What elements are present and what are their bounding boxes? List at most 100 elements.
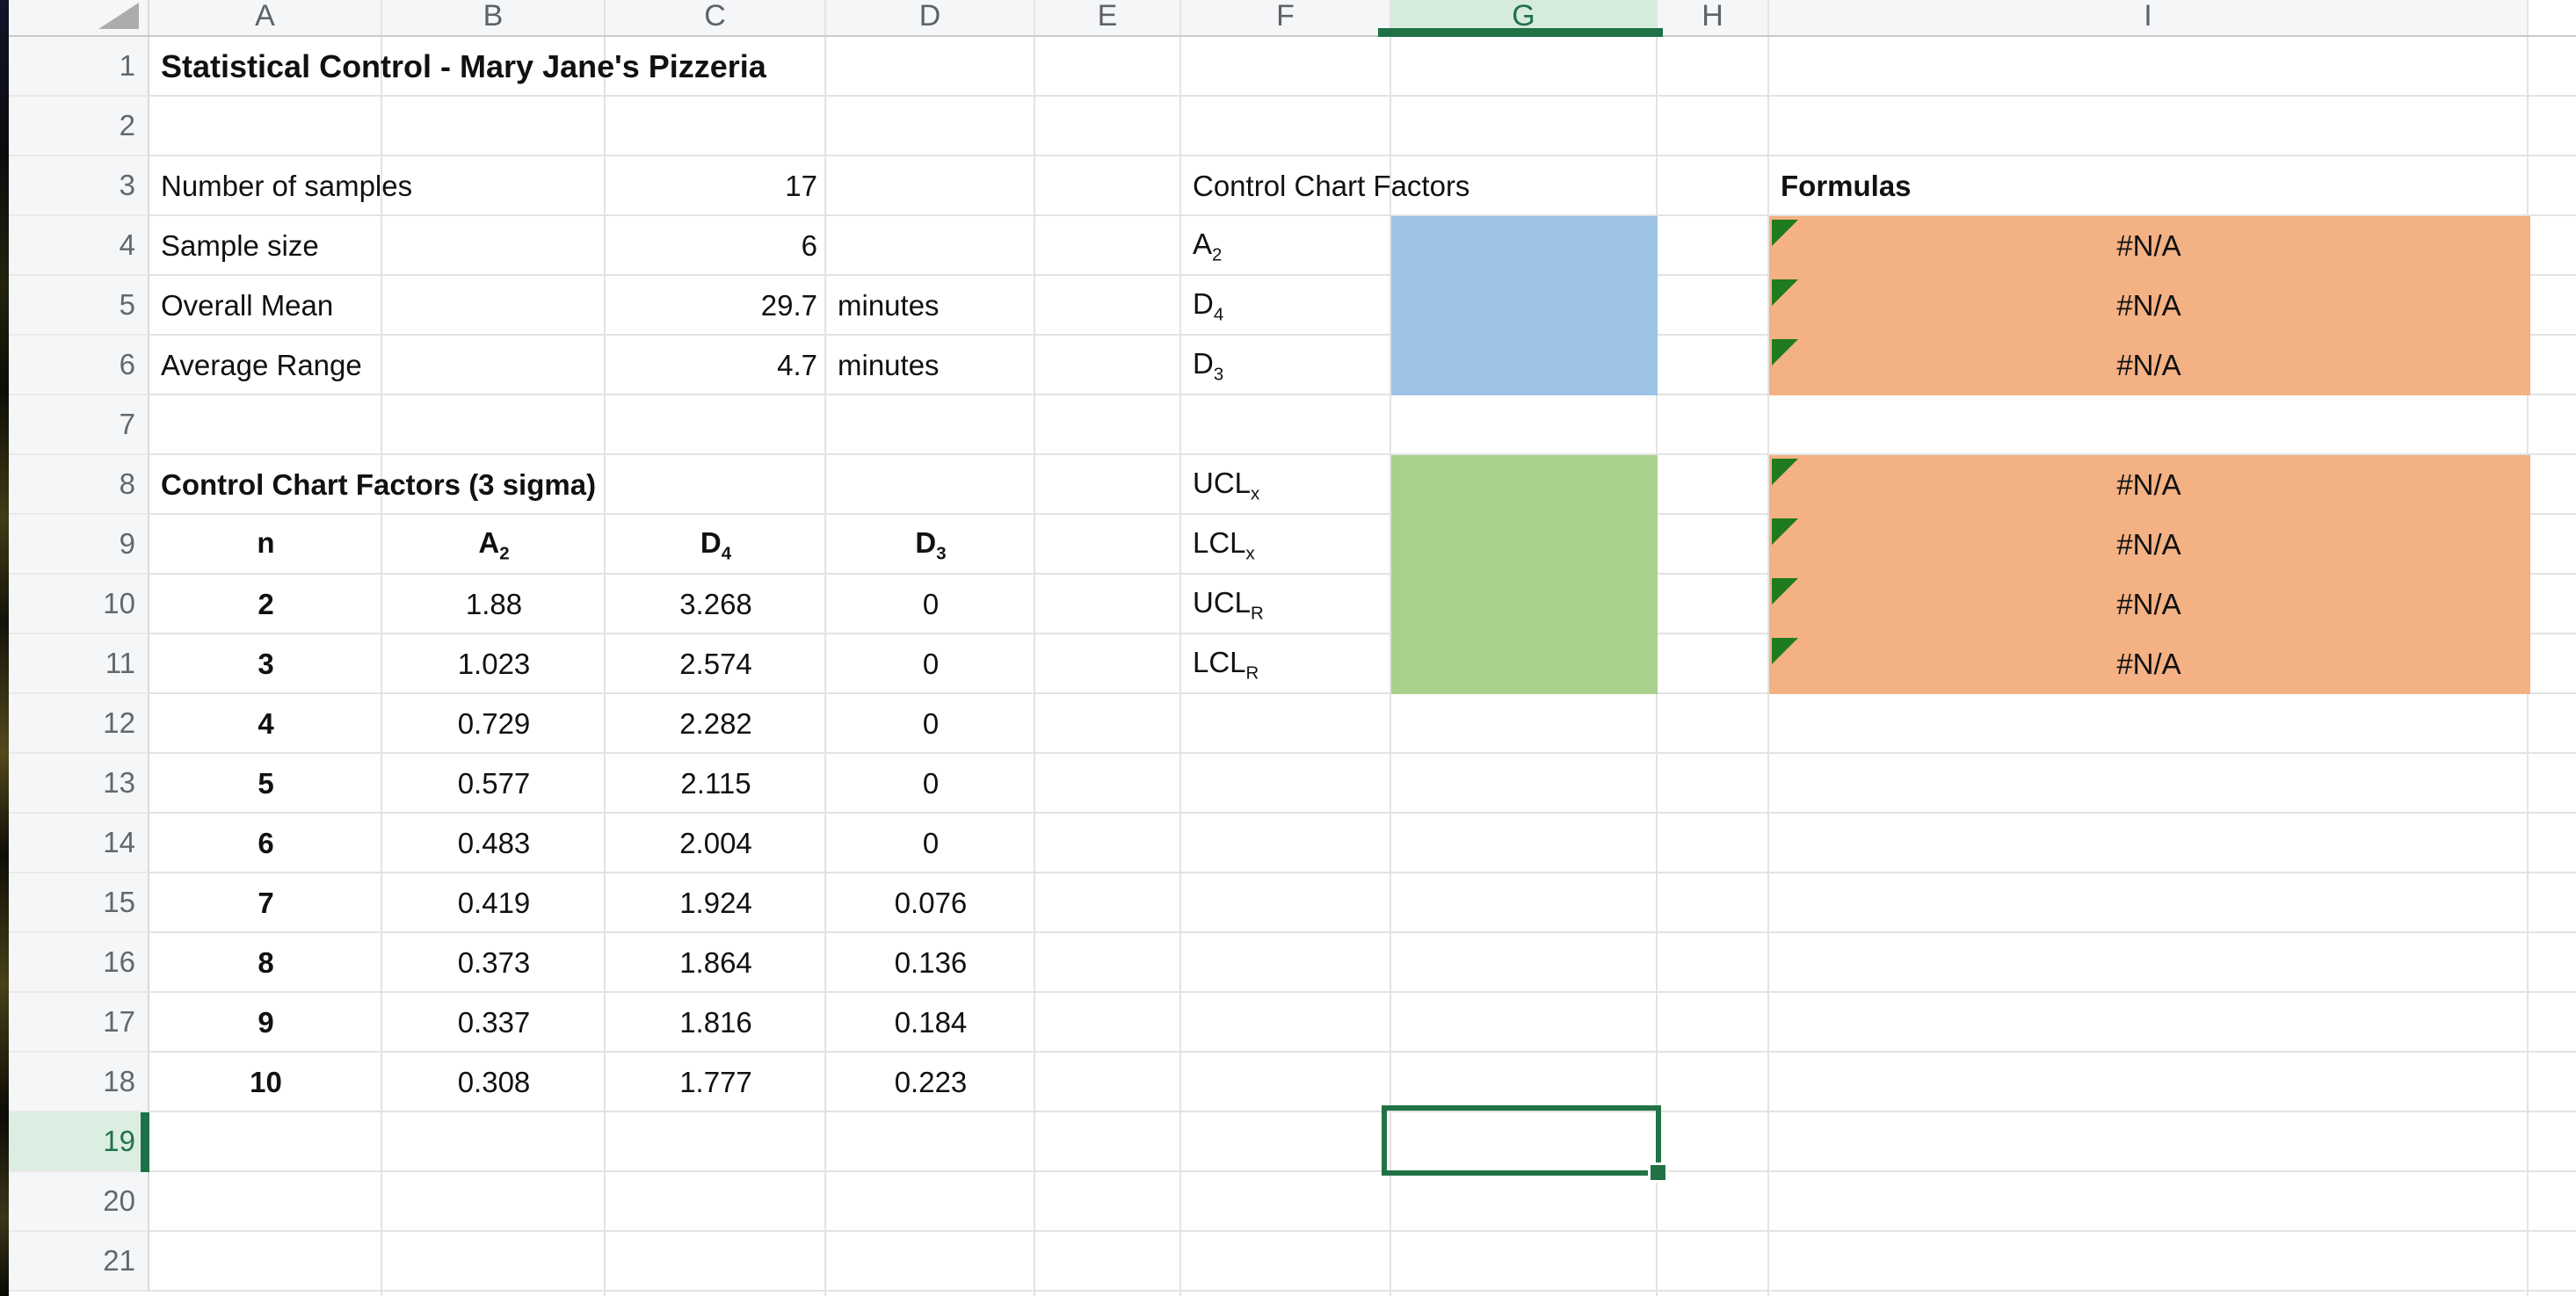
row-header-10[interactable]: 10 xyxy=(9,575,149,634)
row-header-6[interactable]: 6 xyxy=(9,336,149,395)
col-header-i[interactable]: I xyxy=(1769,0,2529,37)
cell-i8-error-value[interactable]: #N/A xyxy=(2116,468,2181,501)
row-header-3[interactable]: 3 xyxy=(9,156,149,216)
cell-i3-formulas-header[interactable]: Formulas xyxy=(1781,170,1912,202)
table-cell[interactable]: 0 xyxy=(922,707,940,740)
table-cell[interactable]: 1.023 xyxy=(457,648,531,680)
cell-a5-label[interactable]: Overall Mean xyxy=(161,289,334,322)
table-cell[interactable]: 0.136 xyxy=(894,946,968,979)
table-cell[interactable]: 9 xyxy=(258,1006,274,1039)
table-cell[interactable]: 0 xyxy=(922,767,940,800)
row-header-19-selected[interactable]: 19 xyxy=(9,1112,149,1172)
cell-d5-unit[interactable]: minutes xyxy=(838,289,940,322)
row-header-17[interactable]: 17 xyxy=(9,993,149,1053)
col-header-c[interactable]: C xyxy=(606,0,826,37)
col-header-f[interactable]: F xyxy=(1181,0,1391,37)
table-cell[interactable]: 1.864 xyxy=(679,946,752,979)
table-header-d3[interactable]: D3 xyxy=(915,525,947,564)
table-cell[interactable]: 2.115 xyxy=(680,767,751,800)
row-header-21[interactable]: 21 xyxy=(9,1232,149,1292)
cell-f10-limit-label[interactable]: UCLR xyxy=(1193,585,1264,624)
table-cell[interactable]: 7 xyxy=(258,887,274,919)
table-cell[interactable]: 0.419 xyxy=(457,887,531,919)
table-cell[interactable]: 0.373 xyxy=(457,946,531,979)
table-cell[interactable]: 3.268 xyxy=(679,588,752,620)
cell-c3-value[interactable]: 17 xyxy=(785,170,817,202)
table-cell[interactable]: 0.337 xyxy=(457,1006,531,1039)
col-header-h[interactable]: H xyxy=(1658,0,1769,37)
table-cell[interactable]: 0.577 xyxy=(457,767,531,800)
row-header-2[interactable]: 2 xyxy=(9,97,149,156)
cell-i9-error-value[interactable]: #N/A xyxy=(2116,528,2181,561)
table-cell[interactable]: 2.574 xyxy=(679,648,752,680)
table-cell[interactable]: 1.88 xyxy=(465,588,523,620)
table-cell[interactable]: 3 xyxy=(258,648,274,680)
cell-i5-error-value[interactable]: #N/A xyxy=(2116,289,2181,322)
range-fill-i4-i6[interactable] xyxy=(1769,216,2530,395)
cell-a6-label[interactable]: Average Range xyxy=(161,349,362,381)
table-cell[interactable]: 0.729 xyxy=(457,707,531,740)
row-header-1[interactable]: 1 xyxy=(9,37,149,97)
row-header-7[interactable]: 7 xyxy=(9,395,149,455)
table-cell[interactable]: 2 xyxy=(258,588,274,620)
table-cell[interactable]: 1.816 xyxy=(679,1006,752,1039)
range-fill-g8-g11[interactable] xyxy=(1391,455,1658,694)
cell-f8-limit-label[interactable]: UCLx xyxy=(1193,466,1260,504)
table-cell[interactable]: 1.777 xyxy=(679,1066,752,1098)
row-header-18[interactable]: 18 xyxy=(9,1053,149,1112)
row-header-12[interactable]: 12 xyxy=(9,694,149,754)
cell-f3-lookup-header[interactable]: Control Chart Factors xyxy=(1193,170,1470,202)
range-fill-i8-i11[interactable] xyxy=(1769,455,2530,694)
cell-i6-error-value[interactable]: #N/A xyxy=(2116,349,2181,381)
table-cell[interactable]: 2.282 xyxy=(679,707,752,740)
row-header-13[interactable]: 13 xyxy=(9,754,149,814)
table-header-d4[interactable]: D4 xyxy=(700,525,732,564)
table-cell[interactable]: 10 xyxy=(250,1066,282,1098)
fill-handle[interactable] xyxy=(1651,1165,1665,1180)
table-header-n[interactable]: n xyxy=(257,525,275,559)
cell-f6-factor-label[interactable]: D3 xyxy=(1193,346,1224,385)
table-cell[interactable]: 0 xyxy=(922,588,940,620)
col-header-b[interactable]: B xyxy=(382,0,606,37)
row-header-14[interactable]: 14 xyxy=(9,814,149,873)
table-header-a2[interactable]: A2 xyxy=(478,525,510,564)
cell-f11-limit-label[interactable]: LCLR xyxy=(1193,645,1259,684)
row-header-16[interactable]: 16 xyxy=(9,933,149,993)
table-cell[interactable]: 0.184 xyxy=(894,1006,968,1039)
row-header-5[interactable]: 5 xyxy=(9,276,149,336)
table-cell[interactable]: 6 xyxy=(258,827,274,859)
cell-f9-limit-label[interactable]: LCLx xyxy=(1193,525,1255,564)
table-cell[interactable]: 1.924 xyxy=(679,887,752,919)
table-cell[interactable]: 0 xyxy=(922,827,940,859)
cell-i11-error-value[interactable]: #N/A xyxy=(2116,648,2181,680)
cell-i4-error-value[interactable]: #N/A xyxy=(2116,229,2181,262)
table-cell[interactable]: 0.483 xyxy=(457,827,531,859)
cell-c6-value[interactable]: 4.7 xyxy=(777,349,817,381)
sheet-grid[interactable] xyxy=(149,37,2576,1296)
table-cell[interactable]: 2.004 xyxy=(679,827,752,859)
col-header-a[interactable]: A xyxy=(149,0,382,37)
cell-a1-sheet-title[interactable]: Statistical Control - Mary Jane's Pizzer… xyxy=(161,48,766,84)
table-cell[interactable]: 0.076 xyxy=(894,887,968,919)
table-cell[interactable]: 8 xyxy=(258,946,274,979)
table-cell[interactable]: 0 xyxy=(922,648,940,680)
row-header-9[interactable]: 9 xyxy=(9,515,149,575)
row-header-15[interactable]: 15 xyxy=(9,873,149,933)
cell-a4-label[interactable]: Sample size xyxy=(161,229,319,262)
cell-a8-table-title[interactable]: Control Chart Factors (3 sigma) xyxy=(161,468,597,501)
table-cell[interactable]: 0.308 xyxy=(457,1066,531,1098)
row-header-4[interactable]: 4 xyxy=(9,216,149,276)
row-header-8[interactable]: 8 xyxy=(9,455,149,515)
row-header-11[interactable]: 11 xyxy=(9,634,149,694)
col-header-d[interactable]: D xyxy=(826,0,1035,37)
select-all-button[interactable] xyxy=(9,0,149,37)
table-cell[interactable]: 5 xyxy=(258,767,274,800)
table-cell[interactable]: 4 xyxy=(258,707,274,740)
cell-i10-error-value[interactable]: #N/A xyxy=(2116,588,2181,620)
cell-c4-value[interactable]: 6 xyxy=(801,229,817,262)
col-header-e[interactable]: E xyxy=(1035,0,1181,37)
row-header-20[interactable]: 20 xyxy=(9,1172,149,1232)
cell-f4-factor-label[interactable]: A2 xyxy=(1193,227,1223,265)
cell-d6-unit[interactable]: minutes xyxy=(838,349,940,381)
range-fill-g4-g6[interactable] xyxy=(1391,216,1658,395)
